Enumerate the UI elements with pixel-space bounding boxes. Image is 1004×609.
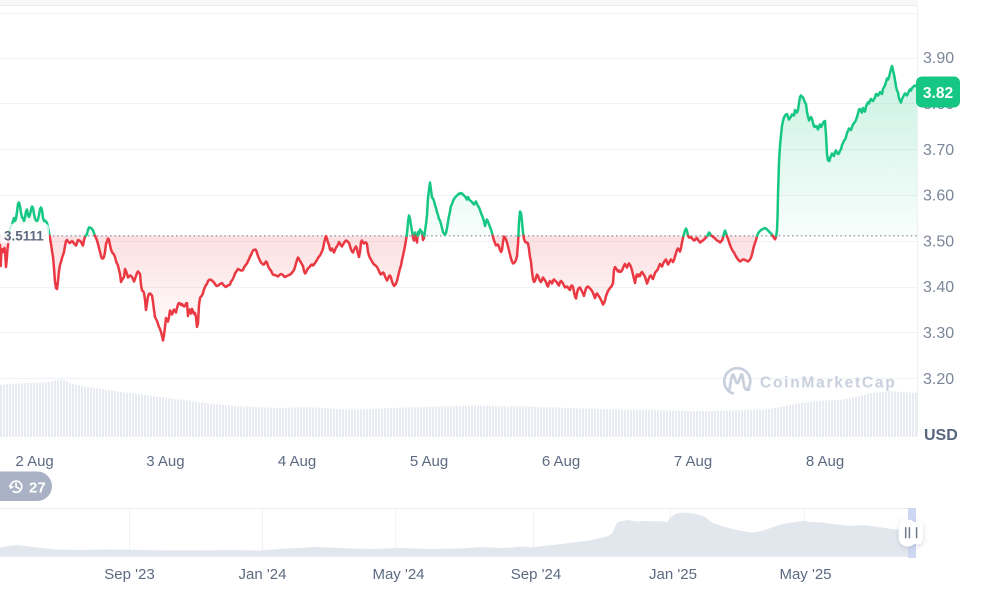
svg-text:3.5111: 3.5111 [4, 228, 44, 243]
svg-text:3 Aug: 3 Aug [146, 453, 184, 470]
svg-text:3.90: 3.90 [923, 50, 954, 67]
svg-text:Jan '24: Jan '24 [239, 566, 287, 583]
svg-text:Sep '23: Sep '23 [104, 566, 154, 583]
svg-text:27: 27 [29, 479, 46, 496]
svg-text:5 Aug: 5 Aug [410, 453, 448, 470]
svg-text:8 Aug: 8 Aug [806, 453, 844, 470]
svg-text:CoinMarketCap: CoinMarketCap [760, 375, 896, 392]
svg-text:3.40: 3.40 [923, 279, 954, 296]
svg-text:May '24: May '24 [372, 566, 424, 583]
svg-text:May '25: May '25 [779, 566, 831, 583]
svg-text:Jan '25: Jan '25 [649, 566, 697, 583]
svg-text:3.60: 3.60 [923, 188, 954, 205]
svg-text:3.30: 3.30 [923, 325, 954, 342]
svg-text:7 Aug: 7 Aug [674, 453, 712, 470]
svg-text:3.82: 3.82 [923, 85, 953, 102]
svg-text:3.20: 3.20 [923, 371, 954, 388]
svg-text:4 Aug: 4 Aug [278, 453, 316, 470]
svg-text:Sep '24: Sep '24 [511, 566, 561, 583]
svg-text:2 Aug: 2 Aug [15, 453, 53, 470]
svg-text:3.70: 3.70 [923, 142, 954, 159]
svg-text:USD: USD [924, 427, 958, 444]
svg-text:3.50: 3.50 [923, 233, 954, 250]
svg-text:6 Aug: 6 Aug [542, 453, 580, 470]
